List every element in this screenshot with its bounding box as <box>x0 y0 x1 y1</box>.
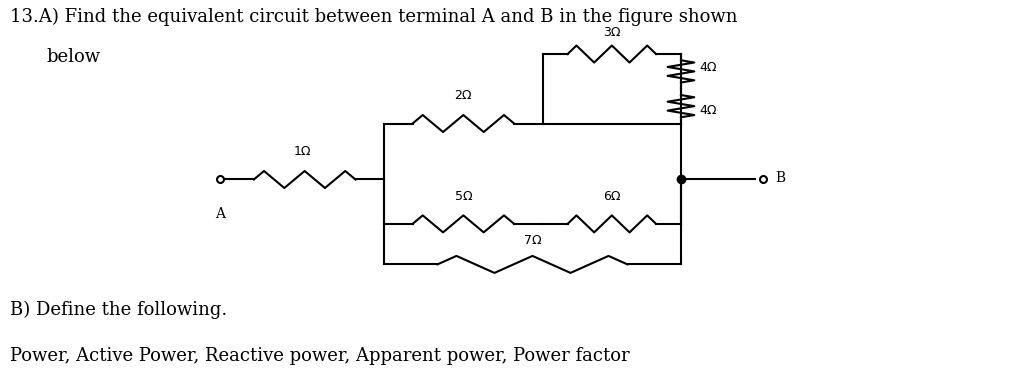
Text: 4Ω: 4Ω <box>699 61 717 74</box>
Text: B: B <box>775 171 785 185</box>
Text: Power, Active Power, Reactive power, Apparent power, Power factor: Power, Active Power, Reactive power, App… <box>10 347 630 366</box>
Text: 3Ω: 3Ω <box>603 25 621 39</box>
Text: 5Ω: 5Ω <box>455 190 472 203</box>
Text: A: A <box>215 207 225 220</box>
Text: 7Ω: 7Ω <box>523 234 542 247</box>
Text: B) Define the following.: B) Define the following. <box>10 301 227 319</box>
Text: 13.A) Find the equivalent circuit between terminal A and B in the figure shown: 13.A) Find the equivalent circuit betwee… <box>10 8 737 26</box>
Text: 6Ω: 6Ω <box>603 190 621 203</box>
Text: 2Ω: 2Ω <box>455 89 472 102</box>
Text: 4Ω: 4Ω <box>699 103 717 117</box>
Text: below: below <box>46 48 100 66</box>
Text: 1Ω: 1Ω <box>293 145 311 158</box>
